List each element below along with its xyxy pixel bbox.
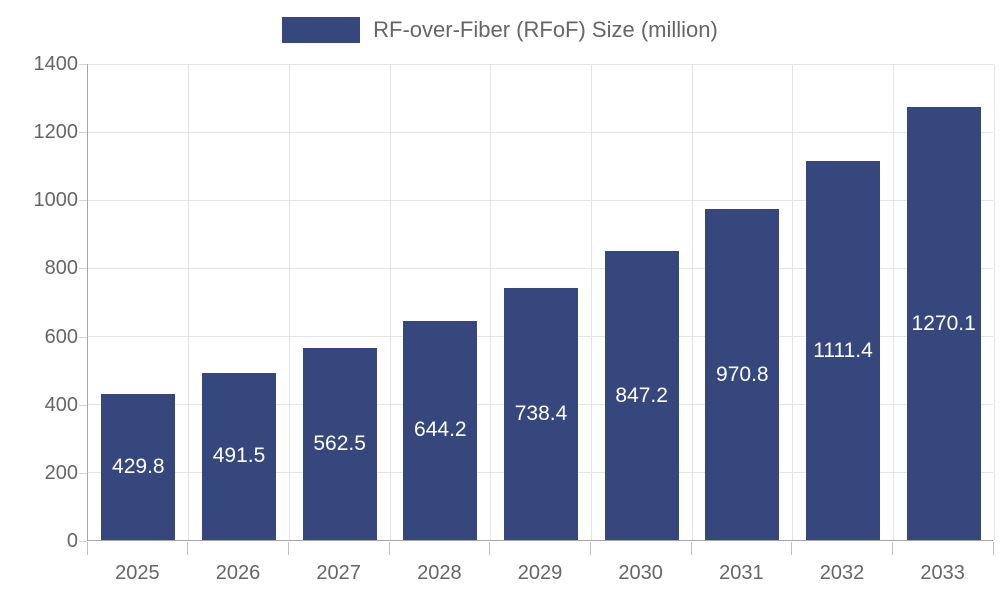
bar: 847.2 xyxy=(604,251,679,540)
y-tick-label: 1200 xyxy=(33,121,79,144)
bar-value-label: 1111.4 xyxy=(813,338,873,362)
gridline-vertical xyxy=(691,64,693,540)
x-axis-tick xyxy=(690,542,692,555)
bar-value-label: 1270.1 xyxy=(911,311,976,335)
gridline-vertical xyxy=(188,64,190,540)
bar: 429.8 xyxy=(101,393,176,540)
bar-value-label: 738.4 xyxy=(514,402,568,426)
gridline-vertical xyxy=(490,64,492,540)
x-tick-label: 2028 xyxy=(417,562,462,584)
bar-value-label: 562.5 xyxy=(313,432,366,456)
x-axis-tick xyxy=(589,542,591,555)
bar: 1111.4 xyxy=(806,161,880,540)
legend-swatch xyxy=(282,17,361,43)
x-tick-label: 2026 xyxy=(215,562,261,584)
x-axis-tick xyxy=(791,542,793,555)
bar: 644.2 xyxy=(403,320,478,540)
gridline-vertical xyxy=(792,64,794,540)
y-axis-tick xyxy=(79,64,87,65)
y-tick-label: 1000 xyxy=(33,189,79,212)
legend: RF-over-Fiber (RFoF) Size (million) xyxy=(0,17,1000,43)
x-tick-label: 2027 xyxy=(316,562,361,584)
y-tick-label: 1400 xyxy=(33,53,79,75)
y-axis-tick xyxy=(79,472,87,474)
plot-area: 429.8 491.5 562.5 644.2 738.4 847.2 970.8 1111.… xyxy=(87,63,995,541)
gridline-horizontal xyxy=(88,131,993,133)
bar: 970.8 xyxy=(705,209,780,540)
x-axis-tick xyxy=(86,542,88,555)
y-tick-label: 600 xyxy=(44,325,78,348)
y-axis-tick xyxy=(79,200,87,202)
x-tick-label: 2031 xyxy=(719,562,764,584)
bar: 738.4 xyxy=(504,288,578,540)
x-axis-tick xyxy=(489,542,491,555)
gridline-horizontal xyxy=(88,63,993,65)
x-tick-label: 2033 xyxy=(920,562,965,584)
y-tick-label: 200 xyxy=(44,461,78,484)
x-tick-label: 2032 xyxy=(819,562,865,584)
bar-value-label: 970.8 xyxy=(716,362,769,386)
legend-label: RF-over-Fiber (RFoF) Size (million) xyxy=(373,17,718,42)
gridline-horizontal xyxy=(88,199,993,201)
y-tick-label: 800 xyxy=(44,257,78,280)
y-axis-tick xyxy=(79,541,87,542)
gridline-vertical xyxy=(892,64,894,540)
bar: 491.5 xyxy=(202,372,276,540)
x-tick-label: 2025 xyxy=(115,562,160,584)
x-axis-tick xyxy=(287,542,289,555)
gridline-horizontal xyxy=(88,267,993,269)
bar-value-label: 644.2 xyxy=(414,418,467,442)
bar-value-label: 429.8 xyxy=(112,454,165,478)
bar-value-label: 847.2 xyxy=(615,383,668,407)
y-tick-label: 0 xyxy=(66,530,78,552)
gridline-vertical xyxy=(993,64,995,540)
gridline-vertical xyxy=(288,64,290,540)
y-axis-tick xyxy=(79,404,87,406)
y-tick-label: 400 xyxy=(44,393,78,416)
gridline-vertical xyxy=(590,64,592,540)
bar-value-label: 491.5 xyxy=(212,444,266,468)
x-axis-tick xyxy=(187,542,189,555)
y-axis-tick xyxy=(79,132,87,134)
x-tick-label: 2030 xyxy=(618,562,663,584)
bar: 562.5 xyxy=(302,348,377,540)
gridline-vertical xyxy=(389,64,391,540)
x-axis-tick xyxy=(891,542,893,555)
bar: 1270.1 xyxy=(906,107,981,540)
y-axis-tick xyxy=(79,268,87,270)
x-axis-tick xyxy=(992,542,994,555)
x-axis-tick xyxy=(388,542,390,555)
x-tick-label: 2029 xyxy=(517,562,563,584)
y-axis-tick xyxy=(79,336,87,338)
